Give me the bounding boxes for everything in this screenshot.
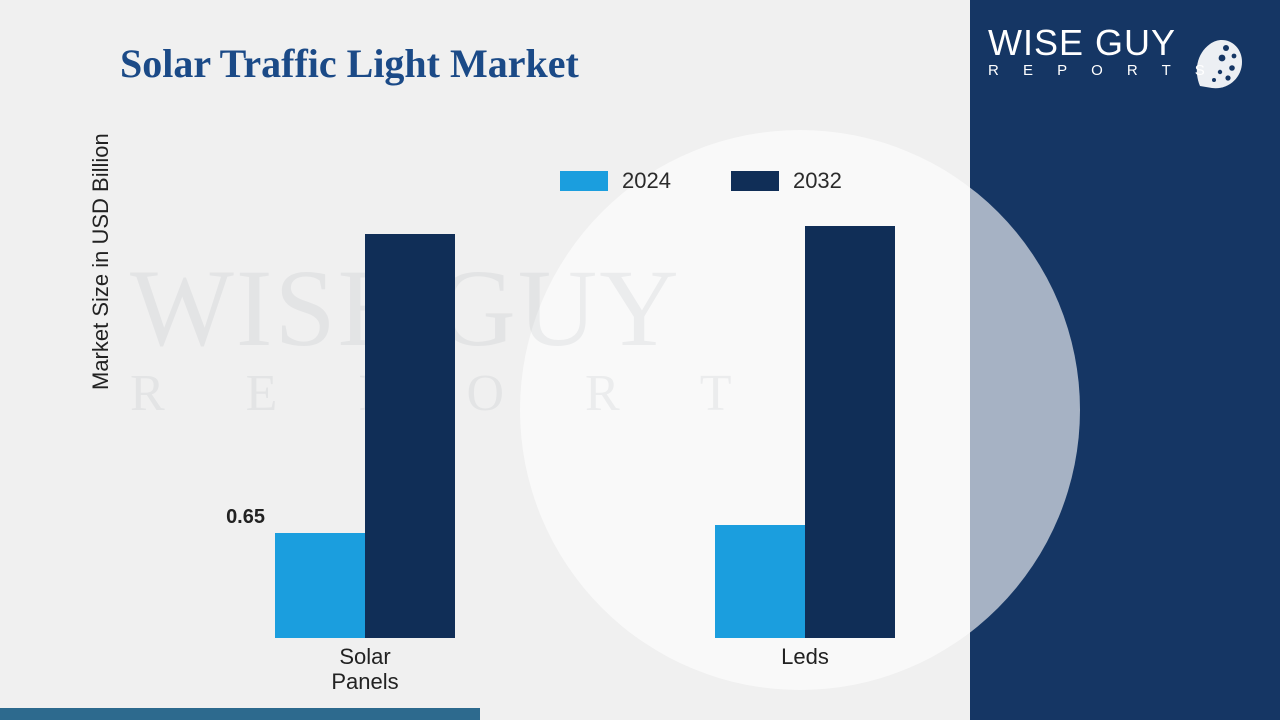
legend-label-2032: 2032: [793, 168, 842, 194]
legend-item-2024: 2024: [560, 168, 671, 194]
chart-plot-area: 0.65 SolarPanels Leds: [135, 218, 955, 638]
bar-value-label-0-0: 0.65: [145, 506, 265, 529]
legend-item-2032: 2032: [731, 168, 842, 194]
decor-bottom-bar: [0, 708, 480, 720]
chart-title: Solar Traffic Light Market: [120, 40, 579, 87]
brand-head-icon: [1184, 28, 1248, 92]
bar-leds-2024: [715, 525, 805, 638]
legend-label-2024: 2024: [622, 168, 671, 194]
bar-solar-panels-2032: [365, 234, 455, 638]
bar-leds-2032: [805, 226, 895, 638]
y-axis-label: Market Size in USD Billion: [88, 133, 114, 390]
legend-swatch-2032: [731, 171, 779, 191]
brand-logo: WISE GUY R E P O R T S: [988, 22, 1248, 102]
legend-swatch-2024: [560, 171, 608, 191]
legend: 2024 2032: [560, 168, 842, 194]
page-root: WISE GUY R E P O R T S Solar Traffic Lig…: [0, 0, 1280, 720]
x-label-solar-panels: SolarPanels: [275, 644, 455, 695]
bar-solar-panels-2024: [275, 533, 365, 638]
x-label-leds: Leds: [715, 644, 895, 669]
